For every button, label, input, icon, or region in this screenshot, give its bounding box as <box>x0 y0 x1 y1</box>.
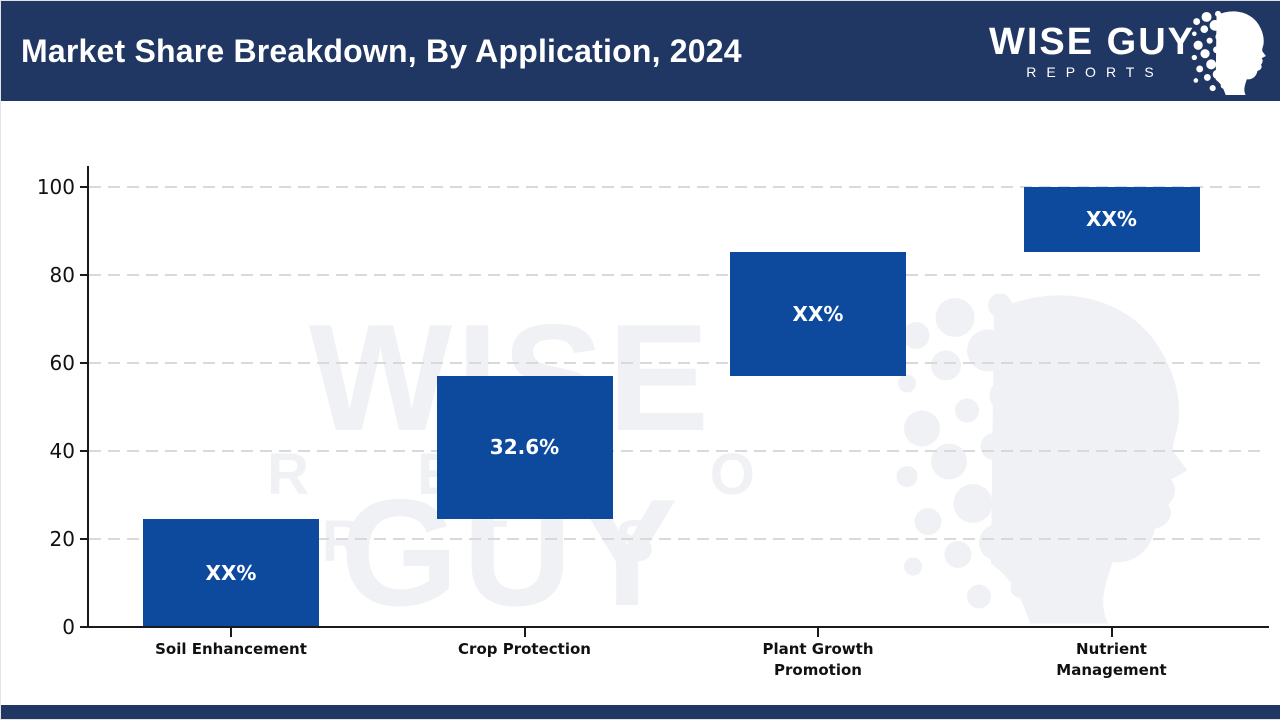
y-tick-mark <box>80 626 89 628</box>
brand-subname: REPORTS <box>1026 64 1164 80</box>
chart-title: Market Share Breakdown, By Application, … <box>21 32 742 69</box>
brand-logo: WISE GUY REPORTS <box>989 1 1267 101</box>
x-axis-spine <box>87 626 1269 628</box>
header-bar: Market Share Breakdown, By Application, … <box>1 1 1280 101</box>
bar-0: XX% <box>143 519 319 627</box>
gridline-y40 <box>89 450 1265 452</box>
gridline-y80 <box>89 274 1265 276</box>
bar-value-label: XX% <box>1086 207 1137 232</box>
y-tick-mark <box>80 274 89 276</box>
y-tick-mark <box>80 362 89 364</box>
y-tick-mark <box>80 538 89 540</box>
x-category-label: Soil Enhancement <box>155 640 307 658</box>
y-tick-label: 80 <box>49 263 75 287</box>
y-tick-mark <box>80 450 89 452</box>
bar-1: 32.6% <box>436 375 613 520</box>
x-tick-mark <box>523 628 526 637</box>
y-tick-label: 0 <box>62 615 75 639</box>
chart-area: WISE GUY R E P O R T S 020406080100XX%So… <box>1 101 1280 707</box>
head-profile-dots-watermark <box>896 293 1188 624</box>
gridline-y100 <box>89 186 1265 188</box>
head-profile-dots-icon <box>1191 10 1266 95</box>
footer-bar <box>1 705 1280 719</box>
y-tick-label: 20 <box>49 527 75 551</box>
bar-value-label: XX% <box>205 561 257 586</box>
x-tick-mark <box>230 628 232 637</box>
x-category-label: Nutrient Management <box>1056 640 1167 679</box>
bar-3: XX% <box>1023 187 1200 252</box>
y-axis-spine <box>87 166 89 628</box>
x-category-label: Crop Protection <box>458 640 591 658</box>
bar-value-label: 32.6% <box>489 435 560 460</box>
y-tick-mark <box>80 186 89 188</box>
y-tick-label: 40 <box>49 439 75 463</box>
bar-2: XX% <box>730 251 906 376</box>
x-tick-mark <box>1110 628 1113 637</box>
y-tick-label: 100 <box>36 175 75 199</box>
y-tick-label: 60 <box>49 351 75 375</box>
x-tick-mark <box>817 628 819 637</box>
brand-name: WISE GUY <box>988 21 1195 63</box>
bar-value-label: XX% <box>792 301 844 326</box>
x-category-label: Plant Growth Promotion <box>762 640 874 679</box>
gridline-y60 <box>89 362 1265 364</box>
gridline-y20 <box>89 538 1265 540</box>
brand-logo-text: WISE GUY REPORTS <box>989 22 1195 80</box>
